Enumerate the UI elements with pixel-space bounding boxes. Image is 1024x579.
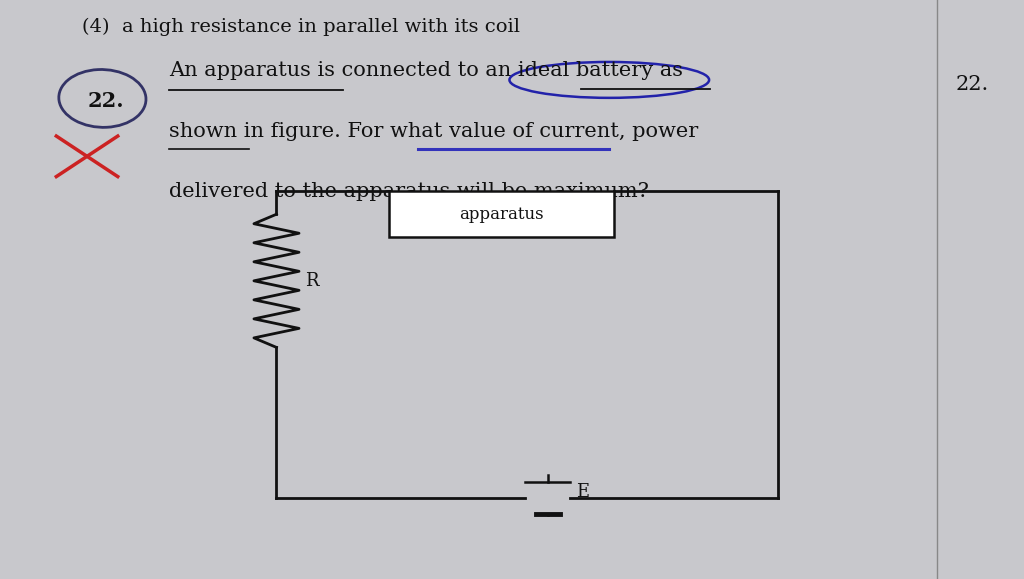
Text: An apparatus is connected to an ideal battery as: An apparatus is connected to an ideal ba… bbox=[169, 61, 683, 80]
Text: shown in figure. For what value of current, power: shown in figure. For what value of curre… bbox=[169, 122, 698, 141]
Text: R: R bbox=[305, 272, 318, 290]
Text: apparatus: apparatus bbox=[460, 206, 544, 223]
Text: E: E bbox=[577, 483, 590, 501]
Bar bbox=[389, 191, 614, 237]
Text: 22.: 22. bbox=[955, 75, 988, 94]
Text: delivered to the apparatus will be maximum?: delivered to the apparatus will be maxim… bbox=[169, 182, 649, 201]
Text: (4)  a high resistance in parallel with its coil: (4) a high resistance in parallel with i… bbox=[82, 17, 520, 36]
Text: 22.: 22. bbox=[87, 91, 124, 111]
